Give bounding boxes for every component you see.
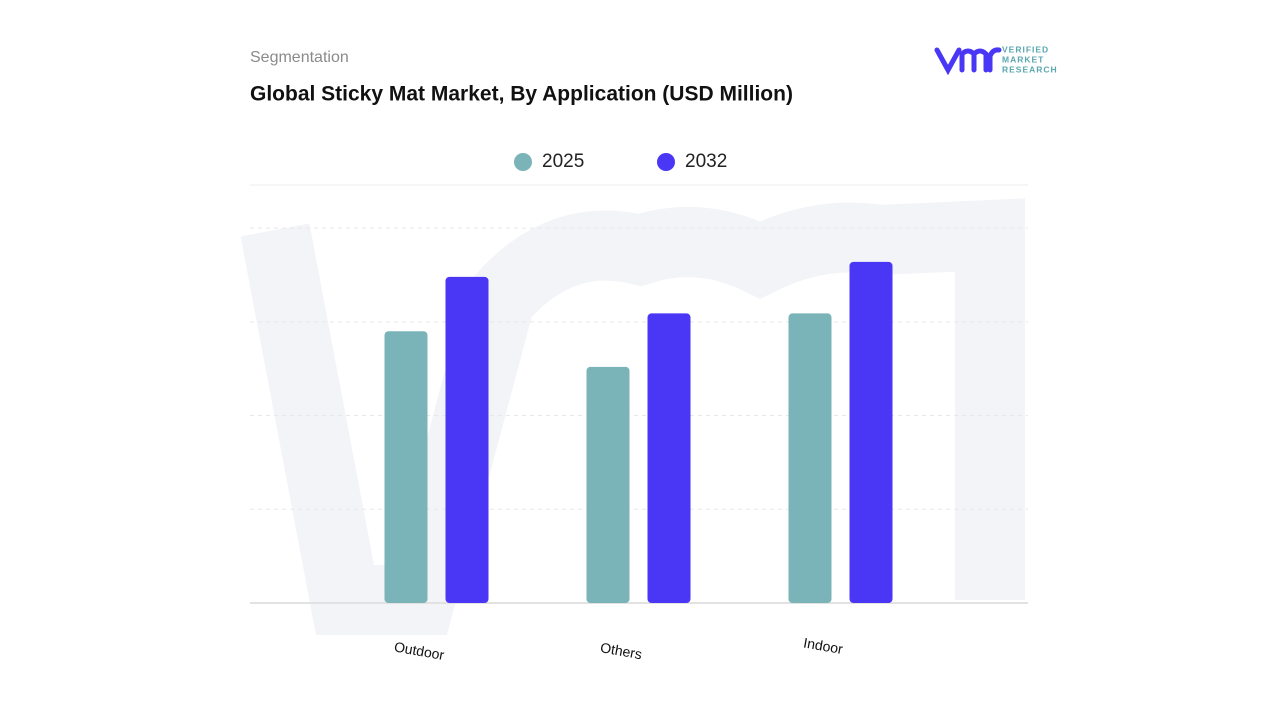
logo-text: MARKET xyxy=(1002,54,1044,64)
logo-text: VERIFIED xyxy=(1002,44,1049,54)
legend-label: 2032 xyxy=(685,151,727,172)
legend-label: 2025 xyxy=(542,151,584,172)
logo: VERIFIED MARKET RESEARCH xyxy=(934,44,1058,76)
bar xyxy=(647,313,691,603)
chart-title: Global Sticky Mat Market, By Application… xyxy=(250,83,793,106)
bar xyxy=(586,366,630,603)
bar xyxy=(788,313,832,603)
bar xyxy=(849,261,893,603)
subtitle: Segmentation xyxy=(250,49,349,66)
logo-mark xyxy=(934,47,1002,76)
logo-text: RESEARCH xyxy=(1002,64,1058,74)
x-tick-label: Others xyxy=(599,639,643,662)
legend-swatch xyxy=(514,153,532,171)
x-tick-label: Outdoor xyxy=(393,638,446,663)
watermark xyxy=(240,198,1025,635)
legend-swatch xyxy=(657,153,675,171)
bar xyxy=(445,276,489,603)
bar xyxy=(384,331,428,603)
x-tick-label: Indoor xyxy=(802,634,844,657)
